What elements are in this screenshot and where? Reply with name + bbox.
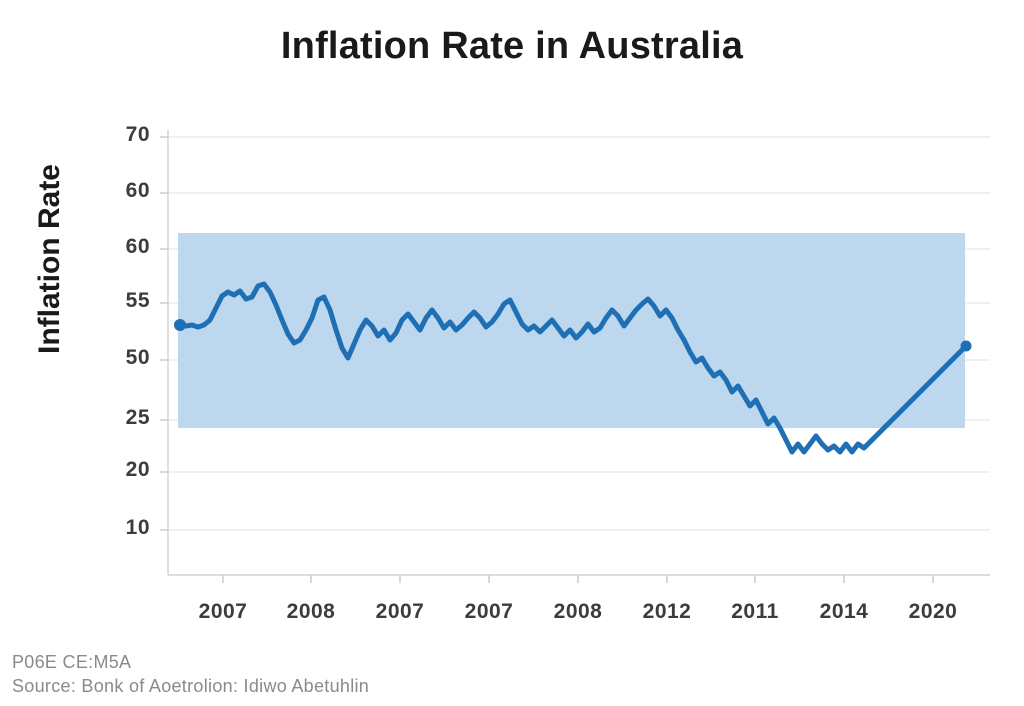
axis-ticks-group — [160, 136, 934, 583]
x-tick-label: 2011 — [731, 600, 779, 623]
x-tick-label: 2014 — [819, 600, 869, 623]
footer-line-1: P06E CE:M5A — [12, 652, 132, 672]
series-end-marker — [960, 340, 972, 352]
series-start-marker — [174, 319, 186, 331]
y-tick-label: 50 — [125, 346, 150, 369]
x-tick-label: 2008 — [553, 600, 603, 623]
y-tick-label: 25 — [125, 406, 150, 429]
chart-title: Inflation Rate in Australia — [280, 25, 744, 67]
x-tick-label: 2007 — [464, 600, 514, 623]
y-tick-label: 55 — [125, 289, 150, 312]
y-tick-label: 60 — [125, 179, 150, 202]
y-tick-label: 10 — [125, 516, 150, 539]
x-tick-label: 2020 — [908, 600, 958, 623]
x-tick-label: 2012 — [642, 600, 692, 623]
chart-footer: P06E CE:M5A Source: Bonk of Aoetrolion: … — [12, 650, 369, 699]
y-tick-label: 70 — [125, 123, 150, 146]
x-tick-label: 2007 — [375, 600, 425, 623]
x-tick-label: 2007 — [198, 600, 248, 623]
y-tick-label: 20 — [125, 458, 150, 481]
y-tick-label: 60 — [125, 235, 150, 258]
x-tick-label: 2008 — [286, 600, 336, 623]
footer-line-2: Source: Bonk of Aoetrolion: Idiwo Abetuh… — [12, 676, 370, 697]
inflation-rate-line — [177, 281, 969, 455]
